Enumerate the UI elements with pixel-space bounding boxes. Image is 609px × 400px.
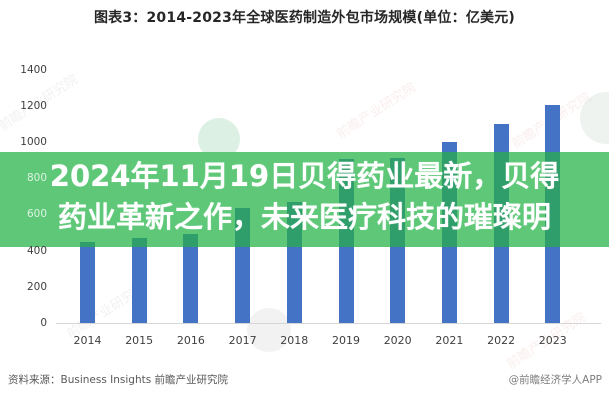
bar-through-banner-2021 [441,152,457,247]
x-tick-label: 2016 [176,334,205,347]
x-tick-label: 2015 [125,334,154,347]
headline-line-1: 2024年11月19日贝得药业最新，贝得 [49,159,560,193]
x-tick-label: 2021 [435,334,464,347]
x-tick-label: 2019 [332,334,360,347]
bar-through-banner-2019 [338,159,354,247]
x-tick-label: 2023 [538,334,567,347]
x-tick-label: 2017 [228,334,257,347]
bar-2016 [183,234,199,323]
logo-watermark-circle [580,92,609,144]
bar-through-banner-2015 [131,237,147,247]
credit-note: @前瞻经济学人APP [508,374,602,386]
x-tick-label: 2018 [280,334,309,347]
y-tick-label: 400 [26,244,47,257]
x-tick-label: 2022 [487,334,516,347]
bar-through-banner-2022 [493,152,509,247]
bar-through-banner-2017 [235,208,251,247]
bar-2014 [80,242,95,323]
y-tick-label: 0 [40,317,47,329]
y-tick-label: 1200 [20,99,47,112]
headline-line-2: 药业革新之作，未来医疗科技的璀璨明 [57,200,551,234]
y-tick-label: 600 [26,208,47,221]
x-tick-label: 2020 [383,334,412,347]
data-source-note: 资料来源：Business Insights 前瞻产业研究院 [8,374,229,386]
bar-2015 [131,237,147,323]
watermark-text: 前瞻产业研究院 [334,80,419,143]
y-tick-label: 800 [26,172,47,185]
y-tick-label: 200 [26,280,47,293]
bar-through-banner-2018 [286,201,302,247]
headline-overlay-banner: 2024年11月19日贝得药业最新，贝得 药业革新之作，未来医疗科技的璀璨明 [0,152,609,247]
bar-through-banner-2014 [80,242,95,247]
bar-through-banner-2020 [390,158,406,247]
y-tick-label: 1400 [20,63,47,76]
bar-through-banner-2016 [183,234,199,247]
x-axis-line [56,323,601,324]
x-tick-label: 2014 [73,334,102,347]
bar-through-banner-2023 [545,152,561,247]
y-tick-label: 1000 [20,136,47,148]
chart-title: 图表3：2014-2023年全球医药制造外包市场规模(单位：亿美元) [93,10,516,26]
